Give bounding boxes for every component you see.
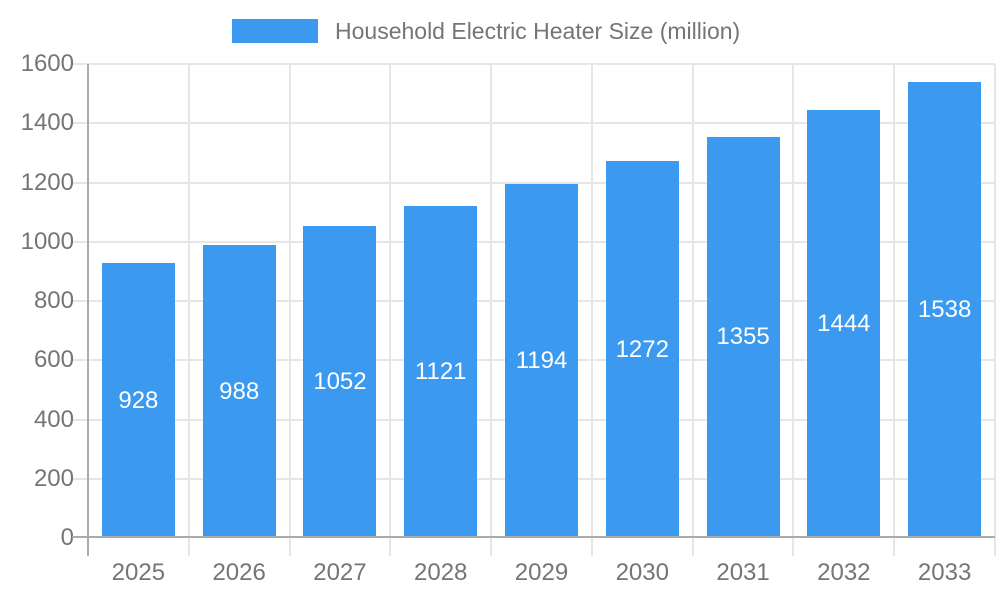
y-axis-tick-label: 1000: [20, 227, 74, 255]
x-gridline: [490, 64, 493, 556]
y-axis-tick-label: 1400: [20, 109, 74, 137]
bar-2026[interactable]: [202, 245, 276, 536]
x-axis-label: 2026: [212, 559, 266, 586]
bar-value-label: 1538: [917, 296, 972, 324]
y-axis-tick-label: 0: [60, 524, 74, 551]
y-axis-tick-label: 200: [33, 464, 74, 492]
bar-2028[interactable]: [404, 205, 478, 536]
x-axis-label: 2028: [414, 559, 468, 586]
x-gridline: [590, 64, 593, 556]
bar-2031[interactable]: [706, 136, 780, 536]
bar-value-label: 1444: [817, 310, 871, 338]
x-gridline: [691, 64, 694, 556]
x-gridline: [288, 64, 291, 556]
x-axis-label: 2025: [111, 559, 166, 586]
x-gridline: [389, 64, 392, 556]
bar-value-label: 1194: [515, 347, 568, 375]
x-axis-label: 2030: [615, 559, 669, 586]
y-gridline: [72, 122, 995, 125]
x-gridline: [994, 64, 996, 556]
bar-value-label: 988: [219, 377, 260, 405]
x-gridline: [187, 64, 190, 556]
bar-2027[interactable]: [303, 226, 377, 536]
x-axis-label: 2033: [917, 559, 972, 586]
legend-swatch-icon[interactable]: [232, 19, 318, 43]
bar-value-label: 1355: [716, 323, 770, 351]
x-axis-label: 2027: [313, 559, 367, 586]
x-axis-label: 2031: [716, 559, 770, 586]
y-axis-tick-label: 600: [33, 346, 74, 374]
y-axis-line: [87, 64, 89, 556]
bar-2032[interactable]: [807, 110, 881, 536]
bar-2030[interactable]: [605, 161, 679, 536]
x-gridline: [893, 64, 896, 556]
bar-value-label: 928: [118, 386, 159, 414]
x-axis-line: [72, 536, 995, 538]
bar-value-label: 1272: [615, 335, 669, 363]
y-axis-tick-label: 400: [33, 405, 74, 433]
bar-value-label: 1121: [414, 357, 467, 385]
legend[interactable]: Household Electric Heater Size (million): [232, 19, 740, 43]
y-axis-tick-label: 800: [33, 287, 74, 314]
bar-2025[interactable]: [101, 263, 175, 536]
y-gridline: [72, 63, 995, 65]
legend-label: Household Electric Heater Size (million): [335, 18, 741, 44]
bar-value-label: 1052: [313, 368, 367, 396]
y-gridline: [72, 181, 995, 184]
x-axis-label: 2032: [817, 559, 871, 586]
bar-2033[interactable]: [908, 82, 982, 536]
y-axis-tick-label: 1200: [20, 168, 74, 196]
y-axis-tick-label: 1600: [20, 50, 74, 77]
bar-2029[interactable]: [505, 184, 578, 536]
x-axis-label: 2029: [514, 559, 569, 586]
x-gridline: [792, 64, 795, 556]
